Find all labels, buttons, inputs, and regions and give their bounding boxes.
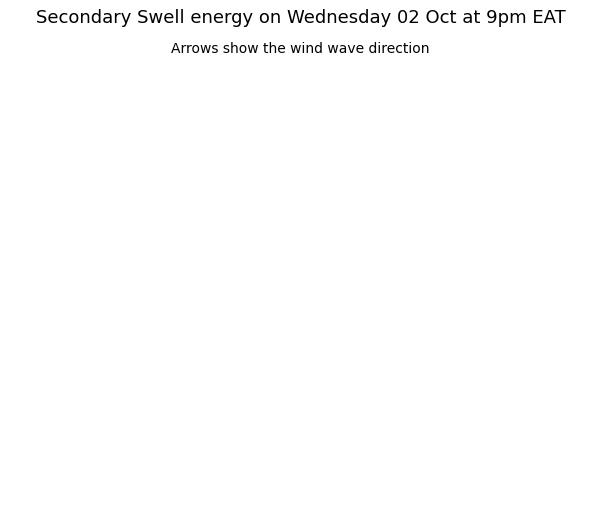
- Text: Arrows show the wind wave direction: Arrows show the wind wave direction: [171, 42, 430, 56]
- Text: Secondary Swell energy on Wednesday 02 Oct at 9pm EAT: Secondary Swell energy on Wednesday 02 O…: [35, 9, 566, 28]
